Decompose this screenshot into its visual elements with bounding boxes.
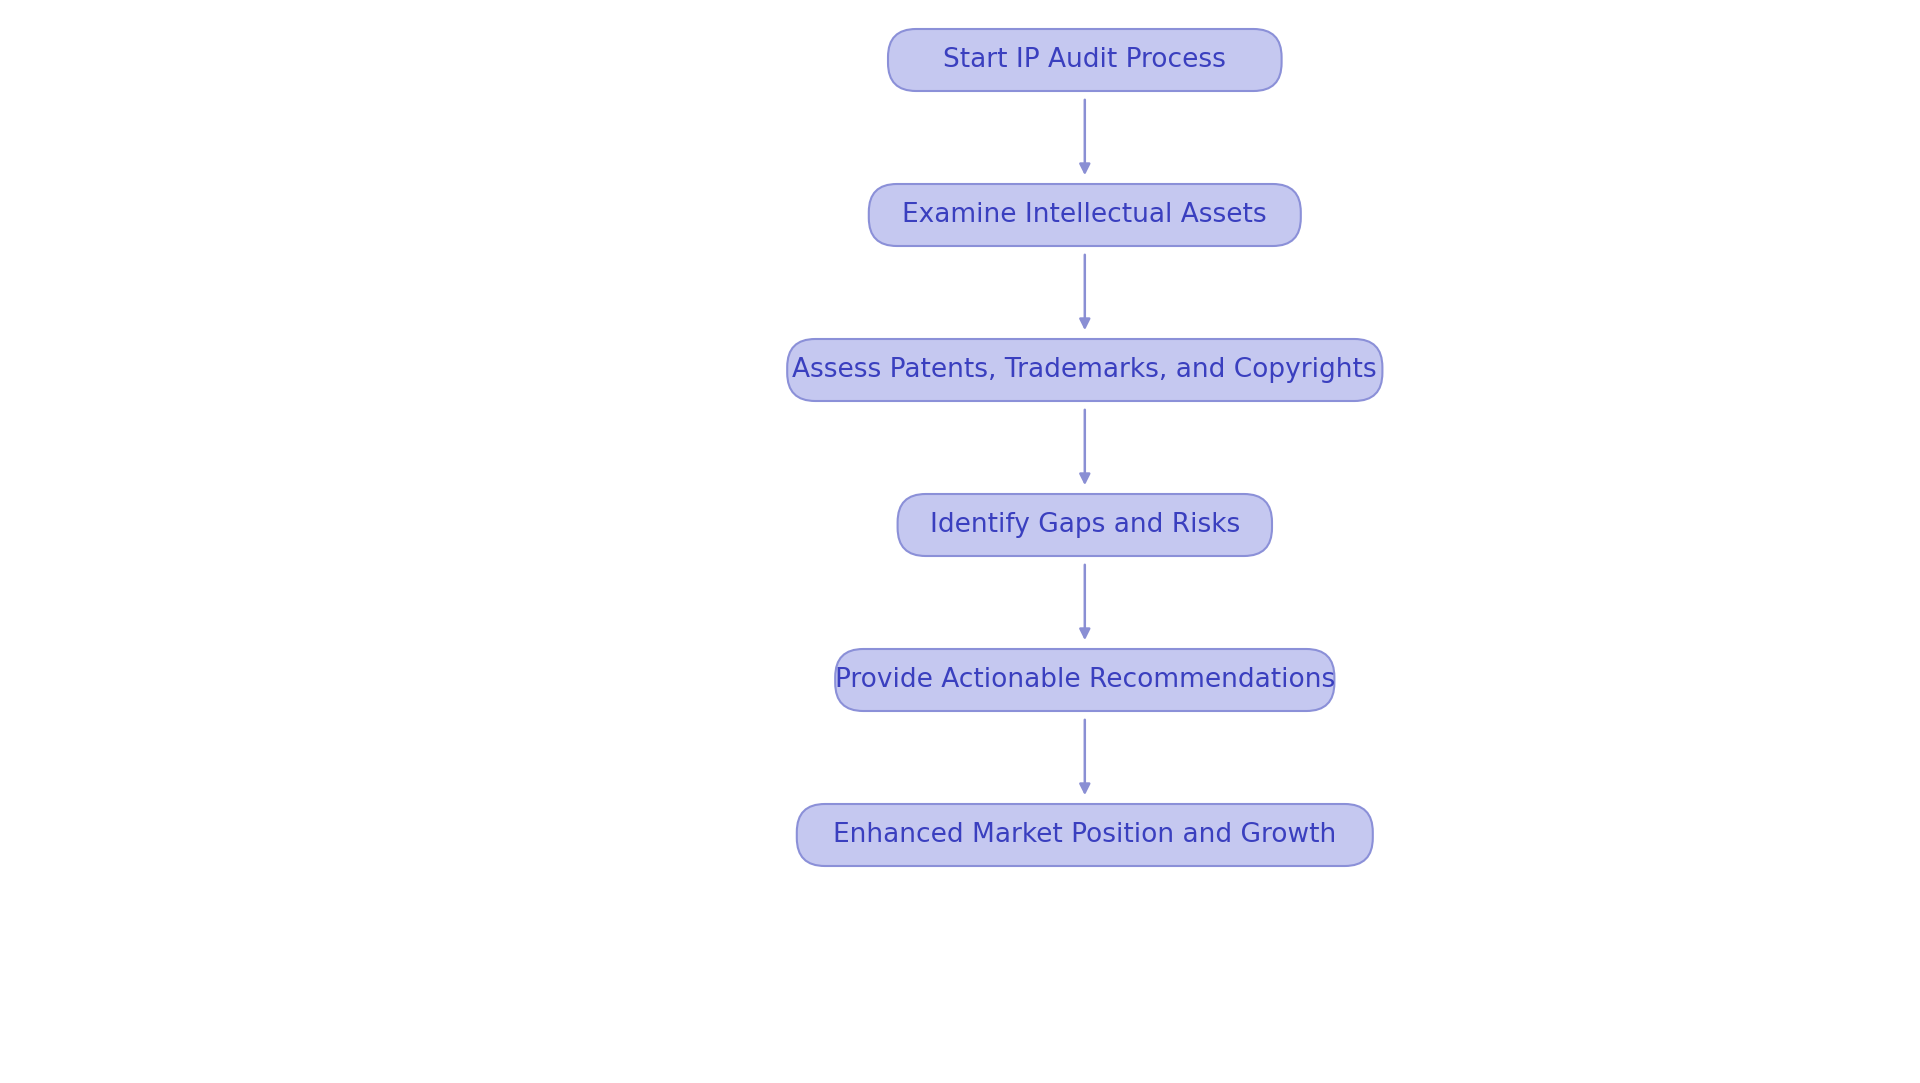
FancyBboxPatch shape (797, 804, 1373, 866)
Text: Start IP Audit Process: Start IP Audit Process (943, 47, 1227, 73)
FancyBboxPatch shape (835, 649, 1334, 712)
Text: Enhanced Market Position and Growth: Enhanced Market Position and Growth (833, 822, 1336, 848)
Text: Identify Gaps and Risks: Identify Gaps and Risks (929, 512, 1240, 538)
Text: Assess Patents, Trademarks, and Copyrights: Assess Patents, Trademarks, and Copyrigh… (793, 357, 1377, 383)
FancyBboxPatch shape (887, 29, 1283, 91)
FancyBboxPatch shape (787, 339, 1382, 401)
Text: Examine Intellectual Assets: Examine Intellectual Assets (902, 203, 1267, 229)
FancyBboxPatch shape (868, 184, 1302, 246)
FancyBboxPatch shape (897, 494, 1271, 556)
Text: Provide Actionable Recommendations: Provide Actionable Recommendations (835, 667, 1334, 693)
